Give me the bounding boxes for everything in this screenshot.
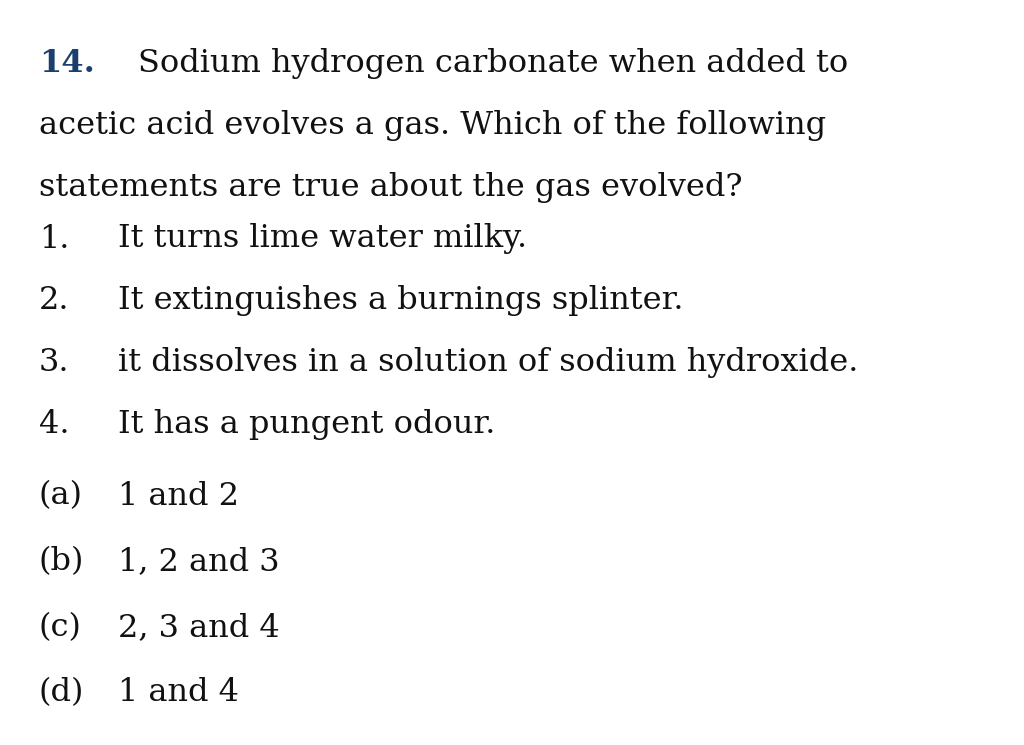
Text: (b): (b) xyxy=(39,546,84,577)
Text: statements are true about the gas evolved?: statements are true about the gas evolve… xyxy=(39,172,742,203)
Text: 2.: 2. xyxy=(39,285,70,317)
Text: 1 and 2: 1 and 2 xyxy=(118,481,239,512)
Text: It has a pungent odour.: It has a pungent odour. xyxy=(118,409,496,440)
Text: 3.: 3. xyxy=(39,347,70,378)
Text: 1 and 4: 1 and 4 xyxy=(118,677,239,708)
Text: It turns lime water milky.: It turns lime water milky. xyxy=(118,224,527,255)
Text: (a): (a) xyxy=(39,481,83,512)
Text: 14.: 14. xyxy=(39,48,95,80)
Text: 1, 2 and 3: 1, 2 and 3 xyxy=(118,546,280,577)
Text: 4.: 4. xyxy=(39,409,70,440)
Text: (c): (c) xyxy=(39,612,82,643)
Text: 1.: 1. xyxy=(39,224,70,255)
Text: it dissolves in a solution of sodium hydroxide.: it dissolves in a solution of sodium hyd… xyxy=(118,347,858,378)
Text: Sodium hydrogen carbonate when added to: Sodium hydrogen carbonate when added to xyxy=(138,48,849,80)
Text: It extinguishes a burnings splinter.: It extinguishes a burnings splinter. xyxy=(118,285,683,317)
Text: (d): (d) xyxy=(39,677,84,708)
Text: 2, 3 and 4: 2, 3 and 4 xyxy=(118,612,280,643)
Text: acetic acid evolves a gas. Which of the following: acetic acid evolves a gas. Which of the … xyxy=(39,110,826,142)
